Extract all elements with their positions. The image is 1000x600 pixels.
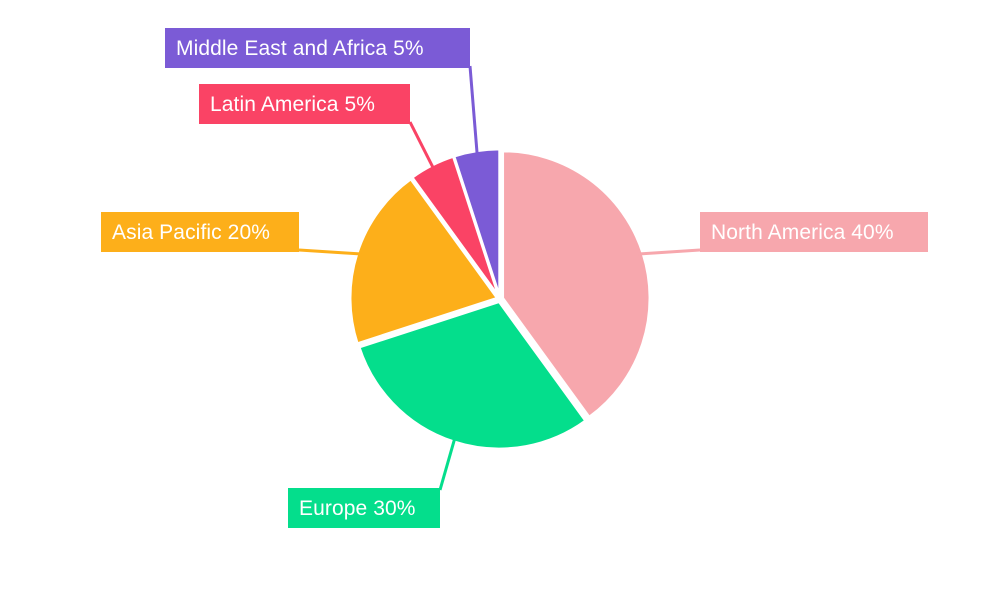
pie-label-text: North America 40% [711, 220, 894, 244]
leader-line [638, 248, 701, 256]
pie-label-latin-america[interactable]: Latin America 5% [199, 84, 410, 124]
pie-slice-layer [348, 147, 652, 451]
pie-label-text: Europe 30% [299, 496, 416, 520]
leader-line [438, 436, 457, 491]
leader-line [298, 248, 362, 256]
pie-label-asia-pacific[interactable]: Asia Pacific 20% [101, 212, 299, 252]
leader-line [468, 65, 479, 156]
pie-label-text: Latin America 5% [210, 92, 376, 116]
pie-label-middle-east-and-africa[interactable]: Middle East and Africa 5% [165, 28, 470, 68]
pie-label-text: Middle East and Africa 5% [176, 36, 424, 60]
pie-label-north-america[interactable]: North America 40% [700, 212, 928, 252]
leader-line [408, 121, 436, 171]
pie-label-europe[interactable]: Europe 30% [288, 488, 440, 528]
leader-line-layer [298, 65, 701, 491]
pie-label-text: Asia Pacific 20% [112, 220, 271, 244]
